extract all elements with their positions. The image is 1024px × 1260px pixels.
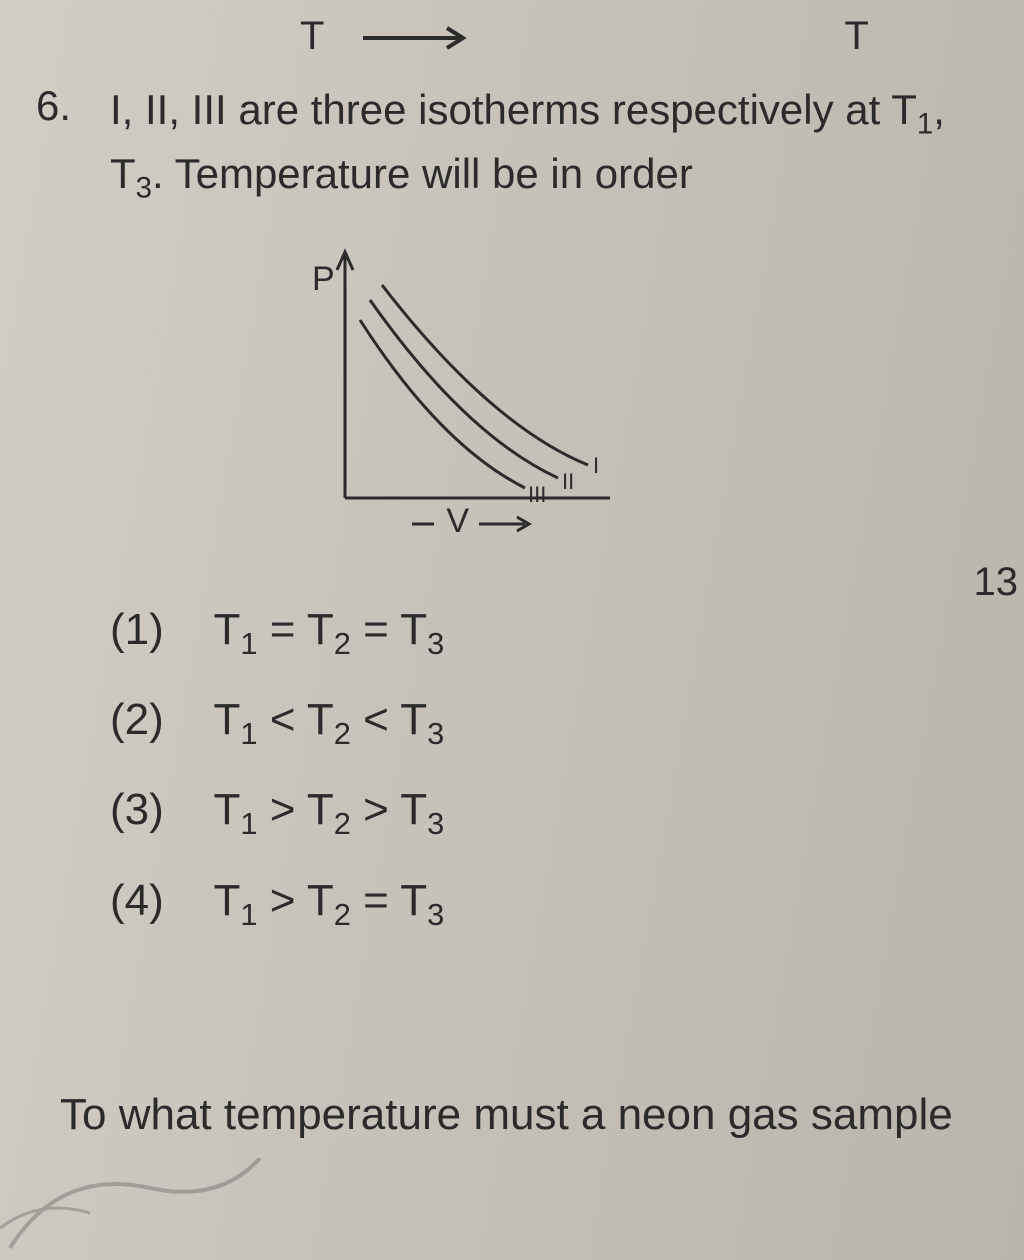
answer-options: (1) T1 = T2 = T3 (2) T1 < T2 < T3 (3) T1… bbox=[110, 585, 444, 946]
opt-T2: T bbox=[307, 876, 334, 925]
option-1: (1) T1 = T2 = T3 bbox=[110, 585, 444, 675]
opt-T1: T bbox=[213, 605, 240, 654]
isotherm-curve-3 bbox=[360, 320, 525, 488]
opt-T2: T bbox=[307, 695, 334, 744]
question-line-1-sub: 1 bbox=[917, 107, 933, 140]
opt-s2: 2 bbox=[334, 716, 351, 751]
isotherm-curve-1 bbox=[382, 285, 588, 465]
opt-s2: 2 bbox=[334, 626, 351, 661]
arrow-right-icon bbox=[477, 515, 537, 533]
option-number: (3) bbox=[110, 765, 202, 855]
isotherm-curves bbox=[360, 285, 588, 488]
opt-op2: > bbox=[363, 785, 389, 834]
opt-s2: 2 bbox=[334, 806, 351, 841]
top-left-T: T bbox=[300, 14, 336, 58]
isotherm-label-II: II bbox=[562, 469, 574, 494]
opt-T1: T bbox=[213, 695, 240, 744]
opt-T2: T bbox=[307, 605, 334, 654]
question-line-1: I, II, III are three isotherms respectiv… bbox=[110, 82, 990, 144]
opt-op1: > bbox=[270, 876, 296, 925]
opt-T3: T bbox=[400, 695, 427, 744]
opt-s3: 3 bbox=[427, 806, 444, 841]
q-line2-rest: . Temperature will be in order bbox=[152, 150, 693, 197]
pv-chart: P IIIIII V bbox=[290, 230, 630, 530]
opt-T3: T bbox=[400, 785, 427, 834]
q-line2-T: T bbox=[110, 150, 136, 197]
page-corner-decor bbox=[0, 1158, 300, 1260]
option-number: (2) bbox=[110, 675, 202, 765]
opt-s3: 3 bbox=[427, 716, 444, 751]
opt-op2: = bbox=[363, 605, 389, 654]
opt-op2: = bbox=[363, 876, 389, 925]
pv-chart-svg: P IIIIII bbox=[290, 230, 630, 530]
opt-s3: 3 bbox=[427, 626, 444, 661]
top-arrow-row: T T bbox=[300, 14, 881, 59]
opt-s2: 2 bbox=[334, 896, 351, 931]
isotherm-curve-2 bbox=[370, 300, 558, 478]
opt-s3: 3 bbox=[427, 896, 444, 931]
option-2: (2) T1 < T2 < T3 bbox=[110, 675, 444, 765]
q-line2-sub: 3 bbox=[136, 171, 152, 204]
margin-page-number: 13 bbox=[974, 560, 1019, 605]
question-line-2: T3. Temperature will be in order bbox=[110, 146, 990, 208]
page-container: T T 6. I, II, III are three isotherms re… bbox=[0, 0, 1024, 1260]
y-axis-label: P bbox=[312, 260, 335, 298]
opt-op1: > bbox=[270, 785, 296, 834]
opt-T3: T bbox=[400, 876, 427, 925]
opt-s1: 1 bbox=[240, 716, 257, 751]
opt-T3: T bbox=[400, 605, 427, 654]
opt-T1: T bbox=[213, 785, 240, 834]
x-axis-label: V bbox=[446, 502, 469, 540]
opt-op1: = bbox=[270, 605, 296, 654]
option-3: (3) T1 > T2 > T3 bbox=[110, 765, 444, 855]
opt-s1: 1 bbox=[240, 896, 257, 931]
top-right-T: T bbox=[844, 14, 880, 58]
question-line-1-text: I, II, III are three isotherms respectiv… bbox=[110, 86, 917, 133]
question-number: 6. bbox=[36, 82, 71, 130]
option-number: (1) bbox=[110, 585, 202, 675]
minus-left-icon bbox=[410, 515, 438, 533]
opt-s1: 1 bbox=[240, 806, 257, 841]
isotherm-label-I: I bbox=[593, 453, 599, 478]
option-number: (4) bbox=[110, 856, 202, 946]
option-4: (4) T1 > T2 = T3 bbox=[110, 856, 444, 946]
opt-T2: T bbox=[307, 785, 334, 834]
corner-scribble-icon bbox=[0, 1158, 300, 1260]
opt-s1: 1 bbox=[240, 626, 257, 661]
opt-op1: < bbox=[270, 695, 296, 744]
opt-T1: T bbox=[213, 876, 240, 925]
x-axis-row: V bbox=[410, 502, 537, 541]
next-question-fragment: To what temperature must a neon gas samp… bbox=[60, 1090, 1000, 1140]
arrow-right-icon bbox=[359, 26, 479, 50]
opt-op2: < bbox=[363, 695, 389, 744]
